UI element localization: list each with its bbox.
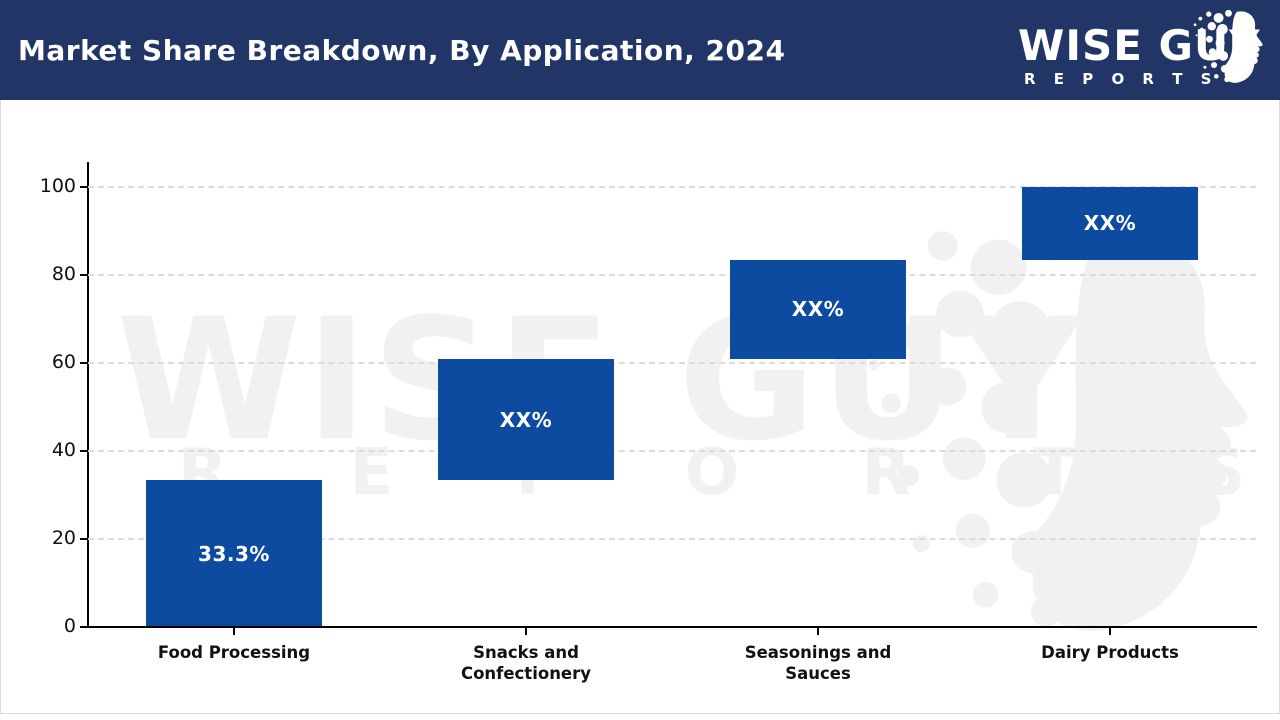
bar-value-label: XX% [499,407,553,432]
gridline [88,538,1256,540]
x-axis-tick [525,628,527,635]
x-axis-tick [233,628,235,635]
y-axis-tick [80,626,87,628]
y-axis-tick-label: 0 [63,615,76,637]
gridline [88,274,1256,276]
bar-value-label: XX% [791,297,845,322]
y-axis-tick [80,274,87,276]
bar-value-label: 33.3% [198,541,270,566]
x-axis-category-label: Food Processing [157,643,311,662]
y-axis-line [87,162,89,628]
x-axis-category-label: Dairy Products [1041,643,1179,662]
plot-area: 0 20 40 60 80 100 33.3% Food Processing XX% Snack… [0,100,1280,714]
x-axis-category-label: Seasonings and Sauces [744,643,892,683]
bar: XX% [1022,187,1198,260]
header-bar: Market Share Breakdown, By Application, … [0,0,1280,100]
logo-subtitle: R E P O R T S [1024,70,1218,88]
y-axis-tick-label: 60 [51,351,76,373]
y-axis-tick-label: 40 [51,439,76,461]
bar: XX% [730,259,906,359]
wise-guy-reports-logo: WISE GUY R E P O R T S [1018,9,1263,88]
x-axis-tick [1109,628,1111,635]
x-axis-category-label: Snacks and Confectionery [460,643,592,683]
gridline [88,186,1256,188]
bar: 33.3% [146,480,322,627]
page-title: Market Share Breakdown, By Application, … [18,33,786,67]
bar: XX% [438,358,614,481]
y-axis-tick [80,186,87,188]
y-axis-tick-label: 80 [51,263,76,285]
y-axis-tick [80,538,87,540]
y-axis-tick [80,362,87,364]
x-axis-line [87,626,1257,628]
gridline [88,450,1256,452]
y-axis-tick-label: 20 [51,527,76,549]
x-axis-tick [817,628,819,635]
bar-value-label: XX% [1083,211,1137,236]
gridline [88,362,1256,364]
y-axis-tick [80,450,87,452]
y-axis-tick-label: 100 [39,175,76,197]
